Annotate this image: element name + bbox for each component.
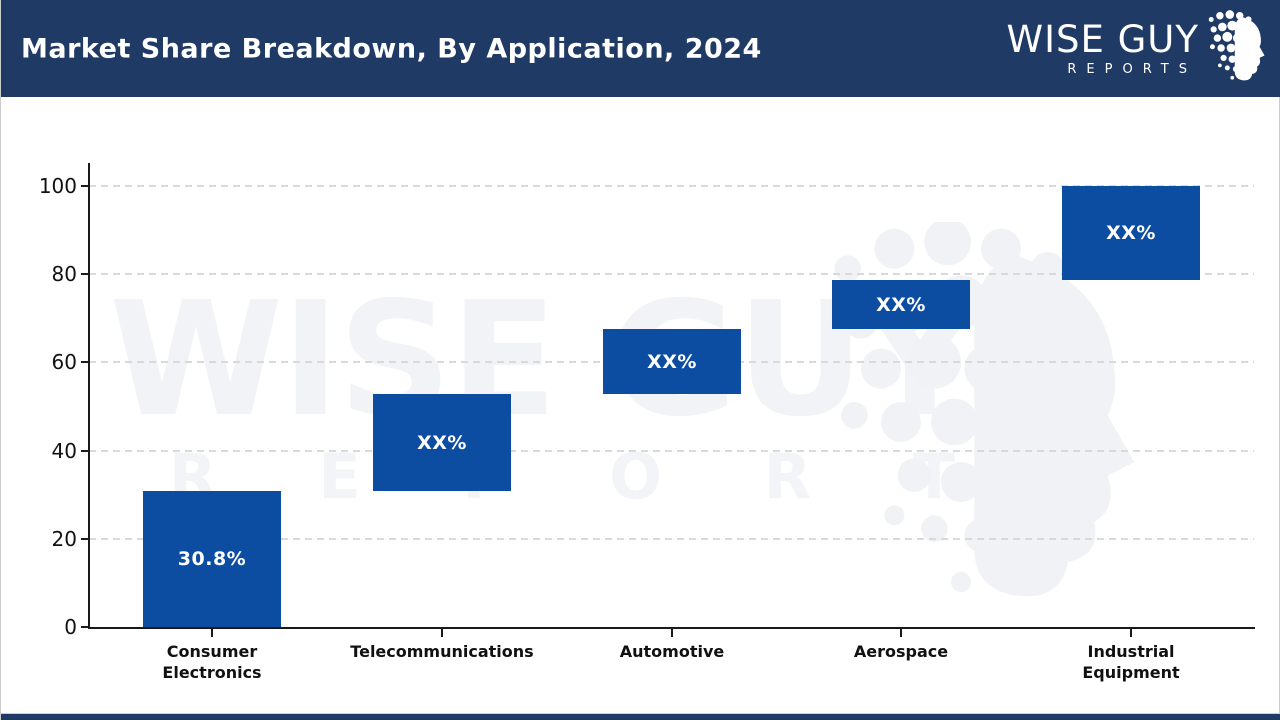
y-tick-mark-40 (81, 449, 89, 452)
y-tick-label-40: 40 (51, 438, 77, 463)
bar-aerospace: XX% (832, 279, 970, 330)
footer-bar (1, 714, 1280, 720)
bar-value-label: XX% (417, 431, 467, 454)
x-tick-mark-2 (671, 629, 673, 637)
x-category-label-2: Automotive (619, 642, 725, 661)
header-bar: Market Share Breakdown, By Application, … (1, 0, 1280, 97)
y-tick-label-20: 20 (51, 526, 77, 551)
logo-text: WISE GUY REPORTS (1006, 18, 1199, 78)
x-category-label-4: Industrial Equipment (1082, 642, 1180, 682)
waterfall-chart: 0 20 40 60 80 100 30.8% Consumer Electronics XX% T… (1, 97, 1280, 714)
y-tick-mark-80 (81, 273, 89, 276)
bar-value-label: 30.8% (177, 548, 247, 571)
gridline-100 (89, 185, 1254, 187)
chart-title: Market Share Breakdown, By Application, … (21, 33, 762, 64)
footer-divider (1, 713, 1280, 714)
bar-automotive: XX% (603, 329, 741, 395)
gridline-80 (89, 273, 1254, 276)
bar-value-label: XX% (876, 293, 926, 316)
logo-face-icon (1208, 10, 1265, 81)
y-tick-mark-20 (81, 537, 89, 540)
bar-telecommunications: XX% (373, 394, 511, 492)
y-tick-mark-0 (81, 626, 89, 628)
y-tick-mark-60 (81, 361, 89, 364)
y-axis-line (88, 163, 90, 629)
bar-industrial-equipment: XX% (1062, 186, 1200, 280)
x-category-label-1: Telecommunications (350, 642, 534, 661)
x-tick-mark-4 (1130, 629, 1132, 637)
x-category-label-0: Consumer Electronics (162, 642, 262, 682)
x-tick-mark-0 (211, 629, 213, 637)
y-tick-mark-100 (81, 185, 89, 187)
bar-value-label: XX% (1106, 221, 1156, 244)
gridline-20 (89, 537, 1254, 540)
x-tick-mark-1 (441, 629, 443, 637)
x-category-label-3: Aerospace (853, 642, 949, 661)
bar-value-label: XX% (647, 350, 697, 373)
wise-guy-reports-logo: WISE GUY REPORTS (1007, 6, 1267, 92)
x-tick-mark-3 (900, 629, 902, 637)
y-tick-label-100: 100 (38, 174, 77, 198)
x-axis-line (88, 627, 1255, 629)
y-tick-label-60: 60 (51, 350, 77, 375)
bar-consumer-electronics: 30.8% (143, 491, 281, 627)
gridline-40 (89, 449, 1254, 452)
logo-reports-text: REPORTS (1067, 62, 1197, 77)
logo-wise-guy-text: WISE GUY (1006, 18, 1199, 61)
y-tick-label-80: 80 (51, 262, 77, 287)
y-tick-label-0: 0 (64, 615, 77, 639)
